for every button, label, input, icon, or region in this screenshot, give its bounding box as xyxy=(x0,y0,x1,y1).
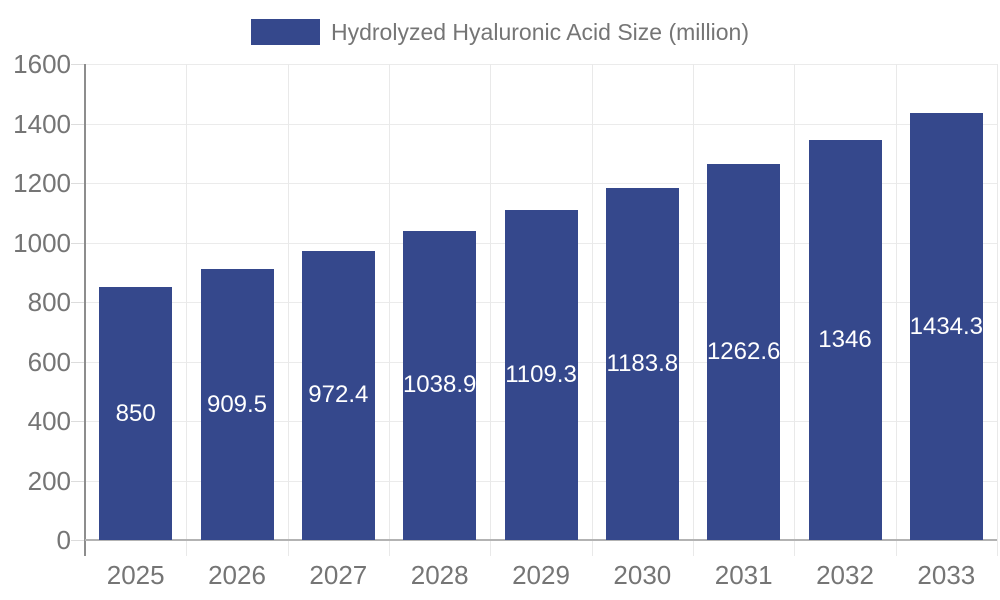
chart-legend: Hydrolyzed Hyaluronic Acid Size (million… xyxy=(0,19,1000,45)
gridline-h-1200 xyxy=(85,183,997,184)
x-axis-label-2029: 2029 xyxy=(512,560,570,590)
y-axis-label-800: 800 xyxy=(27,287,71,317)
legend-label: Hydrolyzed Hyaluronic Acid Size (million… xyxy=(331,18,749,45)
x-axis-label-2027: 2027 xyxy=(309,560,368,590)
y-tick-1400 xyxy=(71,123,85,125)
y-tick-1200 xyxy=(71,183,85,184)
y-tick-200 xyxy=(71,480,85,482)
gridline-h-1400 xyxy=(85,123,997,125)
y-tick-0 xyxy=(71,540,85,541)
y-axis-label-200: 200 xyxy=(27,465,71,496)
bar-2026 xyxy=(200,269,274,540)
bar-value-label-2032: 1346 xyxy=(818,325,872,353)
bar-value-label-2031: 1262.6 xyxy=(706,338,781,366)
bar-2025 xyxy=(99,287,173,540)
bar-value-label-2028: 1038.9 xyxy=(402,371,477,399)
y-axis-label-1600: 1600 xyxy=(13,49,71,79)
y-axis-line xyxy=(84,64,86,556)
gridline-v-1 xyxy=(186,64,188,556)
bar-2027 xyxy=(301,250,375,540)
y-tick-800 xyxy=(71,302,85,303)
legend-swatch xyxy=(251,19,320,45)
bar-value-label-2030: 1183.8 xyxy=(606,349,679,377)
gridline-v-6 xyxy=(693,64,694,556)
y-tick-400 xyxy=(71,421,85,422)
y-tick-600 xyxy=(71,361,85,363)
bar-value-label-2026: 909.5 xyxy=(206,390,268,418)
y-axis-label-1400: 1400 xyxy=(13,108,71,139)
gridline-v-7 xyxy=(794,64,796,556)
y-axis-label-1200: 1200 xyxy=(13,168,71,198)
y-axis-label-400: 400 xyxy=(27,406,71,436)
bar-value-label-2029: 1109.3 xyxy=(505,360,577,388)
x-axis-label-2028: 2028 xyxy=(410,560,469,590)
gridline-v-2 xyxy=(287,64,289,556)
bar-value-label-2027: 972.4 xyxy=(308,381,369,409)
x-axis-label-2032: 2032 xyxy=(816,560,874,590)
y-axis-label-600: 600 xyxy=(27,346,71,377)
bar-2032 xyxy=(808,139,882,540)
y-axis-label-0: 0 xyxy=(56,525,71,555)
y-axis-label-1000: 1000 xyxy=(13,227,71,258)
x-axis-label-2026: 2026 xyxy=(208,560,266,590)
y-tick-1600 xyxy=(71,64,85,65)
x-axis-label-2033: 2033 xyxy=(917,560,976,590)
x-axis-label-2030: 2030 xyxy=(613,560,672,590)
bar-2029 xyxy=(504,209,578,540)
gridline-v-3 xyxy=(389,64,390,556)
gridline-v-8 xyxy=(895,64,897,556)
gridline-v-4 xyxy=(490,64,492,556)
bar-2030 xyxy=(605,187,679,540)
gridline-v-9 xyxy=(997,64,998,556)
bar-2031 xyxy=(707,164,781,540)
bar-2033 xyxy=(909,113,983,540)
legend-item[interactable]: Hydrolyzed Hyaluronic Acid Size (million… xyxy=(251,19,749,46)
x-axis-line xyxy=(85,539,997,541)
y-tick-1000 xyxy=(71,242,85,244)
bar-2028 xyxy=(403,230,477,540)
x-axis-label-2025: 2025 xyxy=(106,560,165,590)
gridline-h-1600 xyxy=(85,64,997,65)
bar-value-label-2033: 1434.3 xyxy=(909,312,984,340)
bar-value-label-2025: 850 xyxy=(115,399,156,427)
x-axis-label-2031: 2031 xyxy=(714,560,773,590)
gridline-v-5 xyxy=(591,64,593,556)
